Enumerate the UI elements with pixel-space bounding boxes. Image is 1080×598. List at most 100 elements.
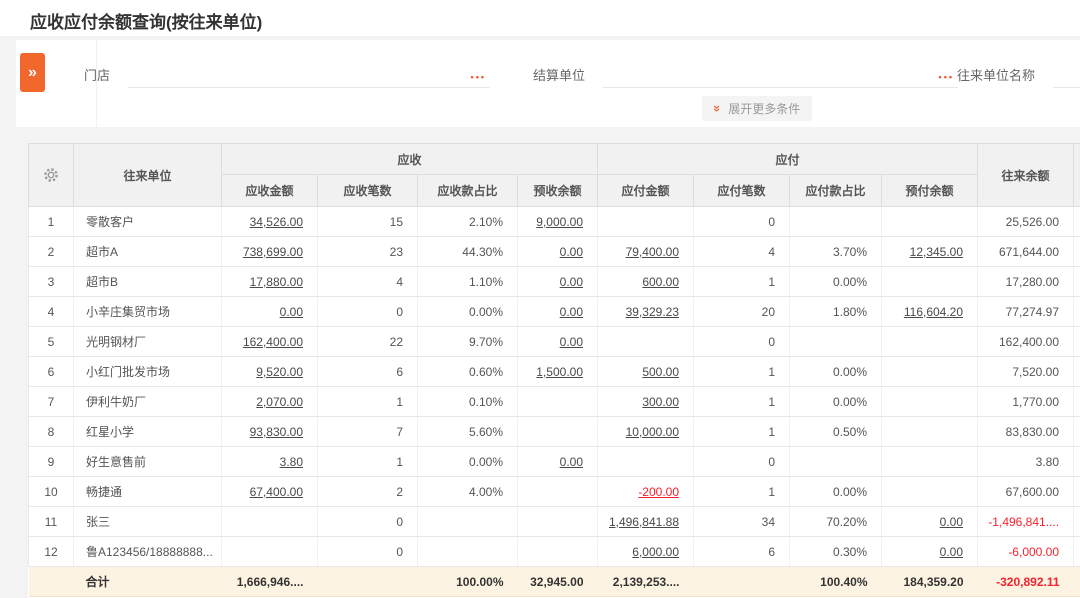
settlement-unit-input[interactable]: ••• [603, 62, 958, 88]
cell-ysh[interactable]: 0.00 [517, 266, 599, 297]
cell-yf_je[interactable]: 79,400.00 [597, 236, 695, 267]
amount-link[interactable]: 162,400.00 [242, 334, 303, 349]
cell-pad [1073, 446, 1080, 477]
collapse-filter-button[interactable]: » [20, 53, 45, 92]
cell-yfh [881, 446, 979, 477]
cell-yf_je[interactable]: -200.00 [597, 476, 695, 507]
amount-link[interactable]: 39,329.23 [625, 304, 680, 319]
cell-yfh[interactable]: 116,604.20 [881, 296, 979, 327]
total-cell-ysh: 32,945.00 [517, 566, 598, 597]
amount-link[interactable]: 500.00 [642, 364, 680, 379]
header-payable-amount: 应付金额 [597, 174, 695, 207]
title-bar: 应收应付余额查询(按往来单位) [0, 0, 1080, 36]
table-row: 12 鲁A123456/18888888... 0 6,000.00 6 0.30% 0.0… [28, 536, 1080, 567]
cell-ys_je[interactable]: 738,699.00 [221, 236, 318, 267]
cell-ys_bs: 22 [317, 326, 418, 357]
picker-dots-icon[interactable]: ••• [938, 72, 954, 82]
cell-ys_je[interactable]: 34,526.00 [221, 206, 318, 237]
cell-ys_je[interactable]: 17,880.00 [221, 266, 318, 297]
cell-ys_zb [417, 506, 518, 537]
cell-yf_je[interactable]: 39,329.23 [597, 296, 695, 327]
partner-name-input[interactable] [1053, 62, 1080, 88]
cell-yf_zb: 0.00% [789, 266, 883, 297]
cell-ys_je[interactable]: 3.80 [221, 446, 318, 477]
cell-yf_je[interactable]: 600.00 [597, 266, 695, 297]
amount-link[interactable]: 1,500.00 [536, 364, 584, 379]
cell-yf_bs: 0 [693, 446, 791, 477]
cell-yfh[interactable]: 0.00 [881, 536, 979, 567]
cell-yf_je[interactable]: 6,000.00 [597, 536, 695, 567]
cell-ysh[interactable]: 0.00 [517, 446, 599, 477]
amount-link[interactable]: 738,699.00 [242, 244, 303, 259]
cell-yfh[interactable]: 12,345.00 [881, 236, 979, 267]
amount-link[interactable]: 67,400.00 [249, 484, 303, 499]
amount-link[interactable]: 79,400.00 [625, 244, 680, 259]
amount-link[interactable]: 0.00 [559, 304, 584, 319]
amount-link[interactable]: 3.80 [279, 454, 303, 469]
amount-link[interactable]: 6,000.00 [632, 544, 680, 559]
amount-link[interactable]: 600.00 [642, 274, 680, 289]
amount-link[interactable]: 9,520.00 [256, 364, 303, 379]
cell-ye: 162,400.00 [977, 326, 1075, 357]
cell-partner: 小红门批发市场 [73, 356, 222, 387]
cell-ye: 17,280.00 [977, 266, 1075, 297]
amount-link[interactable]: -200.00 [638, 484, 680, 499]
amount-link[interactable]: 34,526.00 [249, 214, 303, 229]
cell-ysh[interactable]: 9,000.00 [517, 206, 599, 237]
cell-no: 7 [28, 386, 74, 417]
amount-link[interactable]: 2,070.00 [256, 394, 303, 409]
amount-link[interactable]: 1,496,841.88 [608, 514, 680, 529]
cell-ye: 3.80 [977, 446, 1075, 477]
cell-yfh[interactable]: 0.00 [881, 506, 979, 537]
amount-link[interactable]: 0.00 [559, 334, 584, 349]
cell-no: 8 [28, 416, 74, 447]
cell-ye: 67,600.00 [977, 476, 1075, 507]
amount-link[interactable]: 12,345.00 [909, 244, 964, 259]
cell-yf_bs: 1 [693, 416, 791, 447]
picker-dots-icon[interactable]: ••• [470, 72, 486, 82]
amount-link[interactable]: 0.00 [559, 244, 584, 259]
amount-link[interactable]: 0.00 [279, 304, 303, 319]
cell-ys_je[interactable]: 0.00 [221, 296, 318, 327]
amount-link[interactable]: 0.00 [939, 514, 964, 529]
amount-link[interactable]: 300.00 [642, 394, 680, 409]
header-receivable-count: 应收笔数 [317, 174, 418, 207]
page-title: 应收应付余额查询(按往来单位) [30, 13, 263, 32]
cell-ys_je[interactable]: 9,520.00 [221, 356, 318, 387]
cell-yf_je[interactable]: 500.00 [597, 356, 695, 387]
cell-ysh[interactable]: 0.00 [517, 326, 599, 357]
cell-yf_zb [789, 206, 883, 237]
amount-link[interactable]: 0.00 [939, 544, 964, 559]
amount-link[interactable]: 10,000.00 [625, 424, 680, 439]
cell-ysh[interactable]: 1,500.00 [517, 356, 599, 387]
column-settings-button[interactable] [28, 143, 74, 207]
cell-ys_je [221, 536, 318, 567]
cell-ysh[interactable]: 0.00 [517, 296, 599, 327]
table-row: 2 超市A 738,699.00 23 44.30% 0.00 79,400.00 4 3.70… [28, 236, 1080, 267]
cell-ys_je[interactable]: 162,400.00 [221, 326, 318, 357]
table-body: 1 零散客户 34,526.00 15 2.10% 9,000.00 0 25,526.00 2… [28, 206, 1080, 567]
cell-ys_zb: 0.10% [417, 386, 518, 417]
cell-yf_je[interactable]: 1,496,841.88 [597, 506, 695, 537]
amount-link[interactable]: 17,880.00 [249, 274, 303, 289]
cell-yf_zb: 3.70% [789, 236, 883, 267]
cell-ys_je [221, 506, 318, 537]
store-input[interactable]: ••• [128, 62, 490, 88]
cell-no: 3 [28, 266, 74, 297]
amount-link[interactable]: 0.00 [559, 454, 584, 469]
cell-ys_je[interactable]: 67,400.00 [221, 476, 318, 507]
amount-link[interactable]: 116,604.20 [903, 304, 964, 319]
cell-ys_je[interactable]: 2,070.00 [221, 386, 318, 417]
amount-link[interactable]: 0.00 [559, 274, 584, 289]
expand-more-button[interactable]: » 展开更多条件 [702, 96, 813, 121]
cell-yfh [881, 356, 979, 387]
cell-yf_je[interactable]: 300.00 [597, 386, 695, 417]
table-row: 3 超市B 17,880.00 4 1.10% 0.00 600.00 1 0.00% 17,28… [28, 266, 1080, 297]
amount-link[interactable]: 9,000.00 [536, 214, 584, 229]
cell-ys_je[interactable]: 93,830.00 [221, 416, 318, 447]
cell-yf_je[interactable]: 10,000.00 [597, 416, 695, 447]
cell-no: 4 [28, 296, 74, 327]
amount-link[interactable]: 93,830.00 [249, 424, 303, 439]
cell-ysh[interactable]: 0.00 [517, 236, 599, 267]
total-cell-yfh: 184,359.20 [881, 566, 978, 597]
